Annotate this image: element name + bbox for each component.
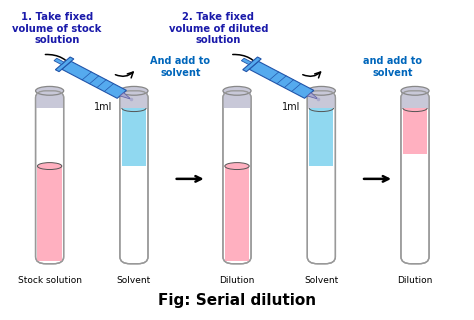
- Polygon shape: [241, 58, 252, 65]
- Polygon shape: [55, 57, 74, 72]
- FancyBboxPatch shape: [223, 91, 251, 264]
- Polygon shape: [307, 93, 319, 99]
- Ellipse shape: [309, 105, 334, 112]
- Text: Fig: Serial dilution: Fig: Serial dilution: [158, 293, 316, 308]
- Text: Dilution: Dilution: [397, 276, 433, 285]
- Bar: [120, 91, 147, 108]
- Text: Stock solution: Stock solution: [18, 276, 82, 285]
- Bar: [37, 166, 62, 260]
- Bar: [309, 108, 334, 166]
- Ellipse shape: [403, 105, 427, 112]
- Ellipse shape: [37, 163, 62, 170]
- Ellipse shape: [122, 105, 146, 112]
- Ellipse shape: [120, 86, 148, 95]
- Text: 1ml: 1ml: [282, 102, 300, 112]
- Ellipse shape: [36, 86, 64, 95]
- Text: and add to
solvent: and add to solvent: [364, 56, 422, 78]
- FancyBboxPatch shape: [36, 91, 64, 264]
- Text: 1. Take fixed
volume of stock
solution: 1. Take fixed volume of stock solution: [12, 12, 101, 45]
- Bar: [403, 108, 427, 154]
- Text: Dilution: Dilution: [219, 276, 255, 285]
- Text: And add to
solvent: And add to solvent: [150, 56, 210, 78]
- Ellipse shape: [223, 86, 251, 95]
- Ellipse shape: [307, 86, 336, 95]
- Text: Solvent: Solvent: [304, 276, 338, 285]
- Bar: [308, 91, 335, 108]
- Bar: [401, 91, 428, 108]
- Text: Solvent: Solvent: [117, 276, 151, 285]
- Polygon shape: [243, 57, 261, 72]
- FancyBboxPatch shape: [307, 91, 336, 264]
- Text: 1ml: 1ml: [94, 102, 113, 112]
- Polygon shape: [54, 58, 64, 65]
- Bar: [122, 108, 146, 166]
- Bar: [223, 91, 251, 108]
- Text: 2. Take fixed
volume of diluted
solution: 2. Take fixed volume of diluted solution: [169, 12, 268, 45]
- FancyBboxPatch shape: [120, 91, 148, 264]
- Bar: [36, 91, 63, 108]
- Bar: [225, 166, 249, 260]
- Polygon shape: [249, 61, 314, 98]
- Ellipse shape: [401, 86, 429, 95]
- FancyBboxPatch shape: [401, 91, 429, 264]
- Polygon shape: [120, 93, 131, 99]
- Polygon shape: [62, 61, 127, 98]
- Ellipse shape: [225, 163, 249, 170]
